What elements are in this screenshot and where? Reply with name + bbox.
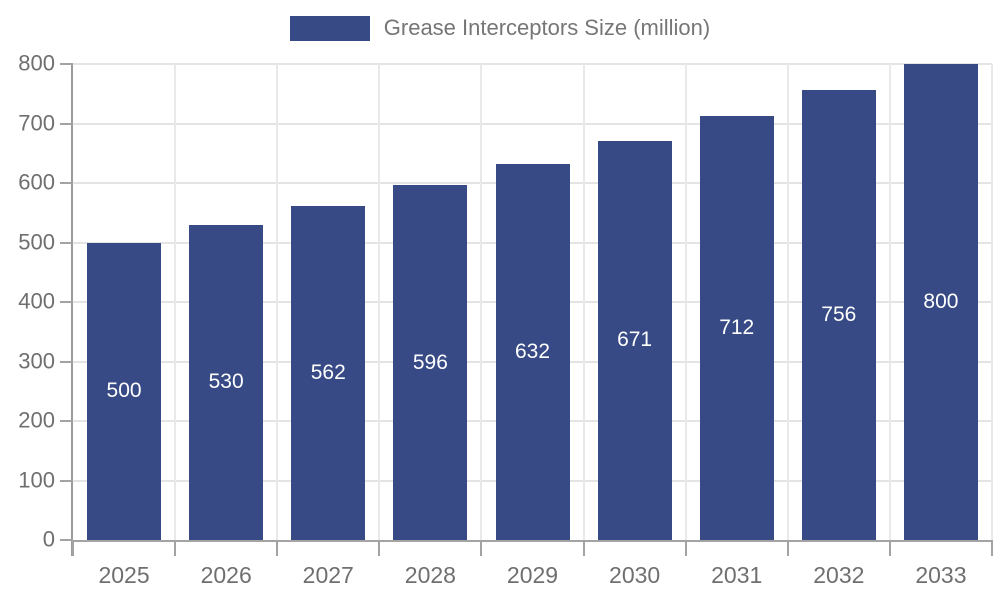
x-tick bbox=[991, 540, 993, 556]
gridline-h bbox=[73, 122, 992, 125]
y-tick-label: 700 bbox=[18, 109, 55, 135]
legend-label: Grease Interceptors Size (million) bbox=[383, 15, 711, 40]
legend-swatch-icon bbox=[289, 15, 370, 41]
y-tick bbox=[60, 241, 73, 244]
bar-value-label: 632 bbox=[514, 339, 551, 363]
bar-value-label: 500 bbox=[106, 379, 142, 403]
y-tick-label: 500 bbox=[18, 228, 55, 254]
y-tick-label: 400 bbox=[18, 288, 55, 314]
x-tick bbox=[378, 540, 381, 556]
bar-value-label: 800 bbox=[923, 290, 959, 313]
gridline-v bbox=[174, 64, 177, 540]
gridline-v bbox=[480, 64, 483, 540]
y-axis-spine bbox=[71, 64, 73, 556]
y-tick-label: 300 bbox=[18, 347, 55, 373]
gridline-v bbox=[991, 64, 993, 540]
x-tick bbox=[786, 540, 789, 556]
y-tick bbox=[60, 301, 73, 303]
y-tick bbox=[60, 420, 73, 422]
bar-2030[interactable]: 671 bbox=[597, 140, 672, 540]
x-axis-label-2026: 2026 bbox=[200, 562, 252, 588]
bar-2032[interactable]: 756 bbox=[801, 90, 876, 540]
bar-2028[interactable]: 596 bbox=[393, 185, 468, 540]
chart-legend[interactable]: Grease Interceptors Size (million) bbox=[0, 15, 1000, 41]
gridline-h bbox=[73, 63, 992, 65]
x-tick bbox=[888, 540, 891, 556]
bar-2027[interactable]: 562 bbox=[291, 205, 366, 540]
y-tick-label: 0 bbox=[42, 526, 55, 552]
x-tick bbox=[276, 540, 279, 556]
bar-value-label: 712 bbox=[719, 316, 755, 340]
y-tick-label: 100 bbox=[18, 466, 55, 492]
gridline-v bbox=[684, 64, 687, 540]
y-tick bbox=[60, 122, 73, 125]
y-tick bbox=[60, 63, 73, 65]
y-tick-label: 800 bbox=[18, 50, 55, 76]
bar-2025[interactable]: 500 bbox=[87, 242, 162, 540]
y-tick-label: 600 bbox=[18, 169, 55, 195]
bar-value-label: 530 bbox=[208, 370, 244, 394]
bar-2031[interactable]: 712 bbox=[699, 116, 774, 540]
gridline-v bbox=[888, 64, 891, 540]
gridline-v bbox=[786, 64, 789, 540]
bar-value-label: 756 bbox=[821, 303, 857, 327]
x-tick bbox=[480, 540, 483, 556]
plot-area: 500 530 562 596 632 671 712 756 800 bbox=[73, 63, 993, 542]
x-tick bbox=[174, 540, 177, 556]
x-axis-label-2032: 2032 bbox=[813, 562, 865, 588]
y-tick bbox=[60, 479, 73, 482]
x-tick bbox=[72, 540, 74, 556]
y-axis: 0 100 200 300 400 500 600 700 800 bbox=[0, 50, 73, 551]
y-tick bbox=[60, 182, 73, 184]
y-tick bbox=[60, 539, 73, 541]
y-tick bbox=[60, 360, 73, 363]
x-axis-label-2031: 2031 bbox=[711, 562, 763, 588]
bar-2033[interactable]: 800 bbox=[903, 64, 978, 540]
gridline-v bbox=[378, 64, 381, 540]
x-axis-label-2028: 2028 bbox=[404, 562, 456, 588]
x-axis-label-2030: 2030 bbox=[609, 562, 661, 588]
gridline-v bbox=[276, 64, 279, 540]
bar-value-label: 562 bbox=[310, 360, 346, 384]
bar-2029[interactable]: 632 bbox=[495, 163, 570, 540]
bar-value-label: 596 bbox=[412, 350, 448, 374]
y-tick-label: 200 bbox=[18, 407, 55, 433]
x-axis-label-2025: 2025 bbox=[98, 562, 150, 588]
x-axis: 2025 2026 2027 2028 2029 2030 2031 2032 2033 bbox=[72, 540, 993, 600]
x-tick bbox=[684, 540, 687, 556]
x-axis-label-2027: 2027 bbox=[302, 562, 354, 588]
x-axis-label-2029: 2029 bbox=[506, 562, 559, 588]
gridline-v bbox=[582, 64, 585, 540]
bar-2026[interactable]: 530 bbox=[189, 224, 264, 540]
x-tick bbox=[582, 540, 585, 556]
bar-value-label: 671 bbox=[617, 328, 653, 352]
x-axis-label-2033: 2033 bbox=[915, 562, 967, 588]
